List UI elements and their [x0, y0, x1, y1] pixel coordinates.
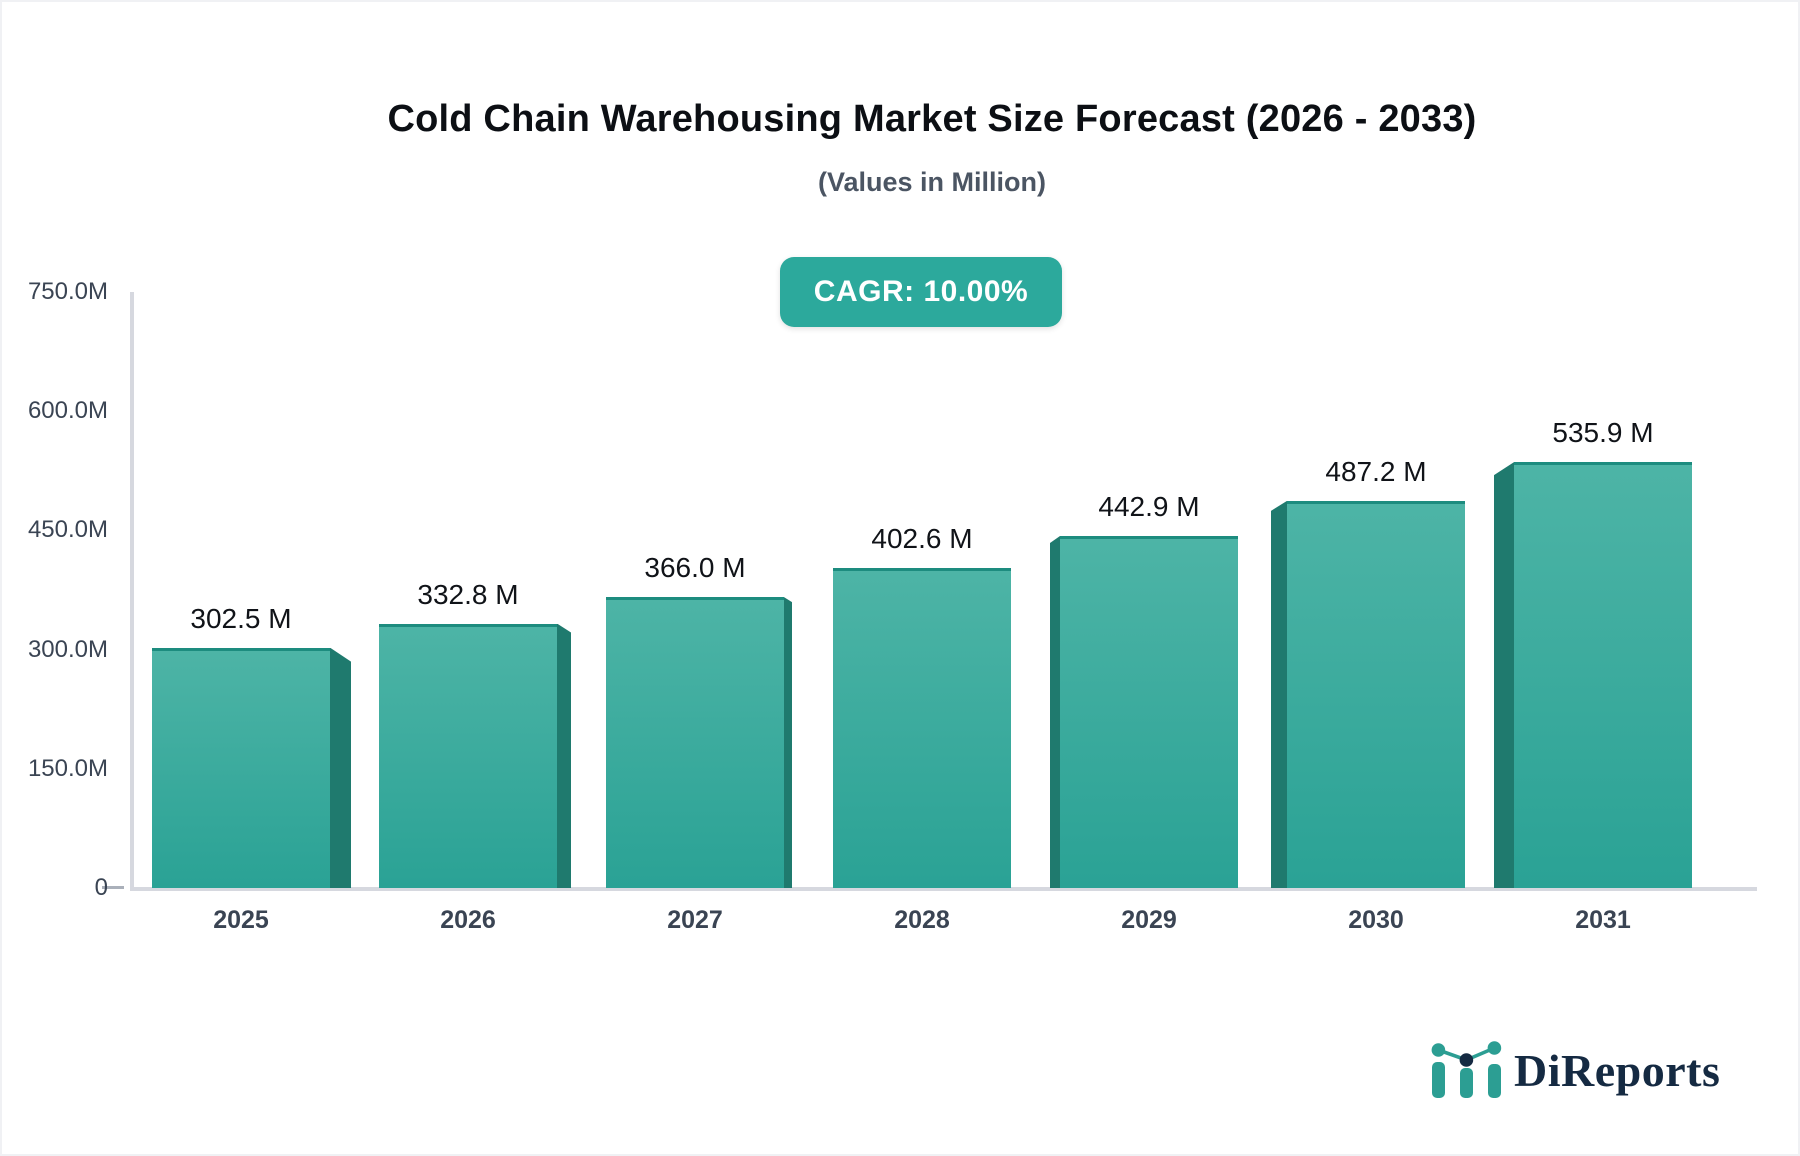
bar-value-label: 442.9 M — [1098, 491, 1200, 523]
zero-tick-dash — [102, 886, 124, 889]
x-tick-label: 2028 — [894, 906, 950, 934]
x-tick-label: 2030 — [1348, 906, 1404, 934]
bar-value-label: 487.2 M — [1325, 455, 1427, 487]
x-tick-label: 2031 — [1575, 906, 1631, 934]
bar-value-label: 535.9 M — [1552, 417, 1654, 449]
bar — [606, 597, 784, 888]
cagr-badge: CAGR: 10.00% — [780, 257, 1062, 327]
bar-side-face — [1494, 462, 1514, 888]
bar-value-label: 302.5 M — [190, 602, 292, 634]
chart-title: Cold Chain Warehousing Market Size Forec… — [387, 98, 1477, 140]
x-tick-label: 2029 — [1121, 906, 1177, 934]
logo-text: DiReports — [1514, 1044, 1721, 1096]
bar-value-label: 332.8 M — [417, 578, 519, 610]
bar-side-face — [784, 597, 792, 888]
y-tick-label: 450.0M — [27, 516, 108, 544]
bar — [152, 647, 330, 888]
x-tick-label: 2026 — [440, 906, 496, 934]
bar-side-face — [330, 647, 351, 888]
bar-value-label: 366.0 M — [644, 552, 746, 584]
y-tick-label: 600.0M — [27, 397, 108, 425]
bar — [379, 623, 557, 888]
x-tick-label: 2025 — [213, 906, 269, 934]
bar — [833, 568, 1011, 888]
bar-value-label: 402.6 M — [871, 523, 973, 555]
bar — [1287, 500, 1465, 888]
bar-side-face — [1050, 536, 1060, 888]
chart-subtitle: (Values in Million) — [817, 167, 1047, 197]
y-tick-label: 150.0M — [27, 754, 108, 782]
y-axis-line — [130, 292, 134, 889]
x-axis-line — [130, 887, 1757, 891]
bar-side-face — [557, 623, 571, 888]
y-tick-label: 300.0M — [27, 635, 108, 663]
bar — [1514, 462, 1692, 888]
bar — [1060, 536, 1238, 888]
y-tick-label: 0 — [94, 874, 108, 901]
y-tick-label: 750.0M — [27, 278, 108, 305]
x-tick-label: 2027 — [667, 906, 723, 934]
bar-side-face — [1271, 500, 1287, 888]
bar-chart-logo-icon — [1431, 1041, 1502, 1098]
logo: DiReports — [1426, 1032, 1720, 1108]
